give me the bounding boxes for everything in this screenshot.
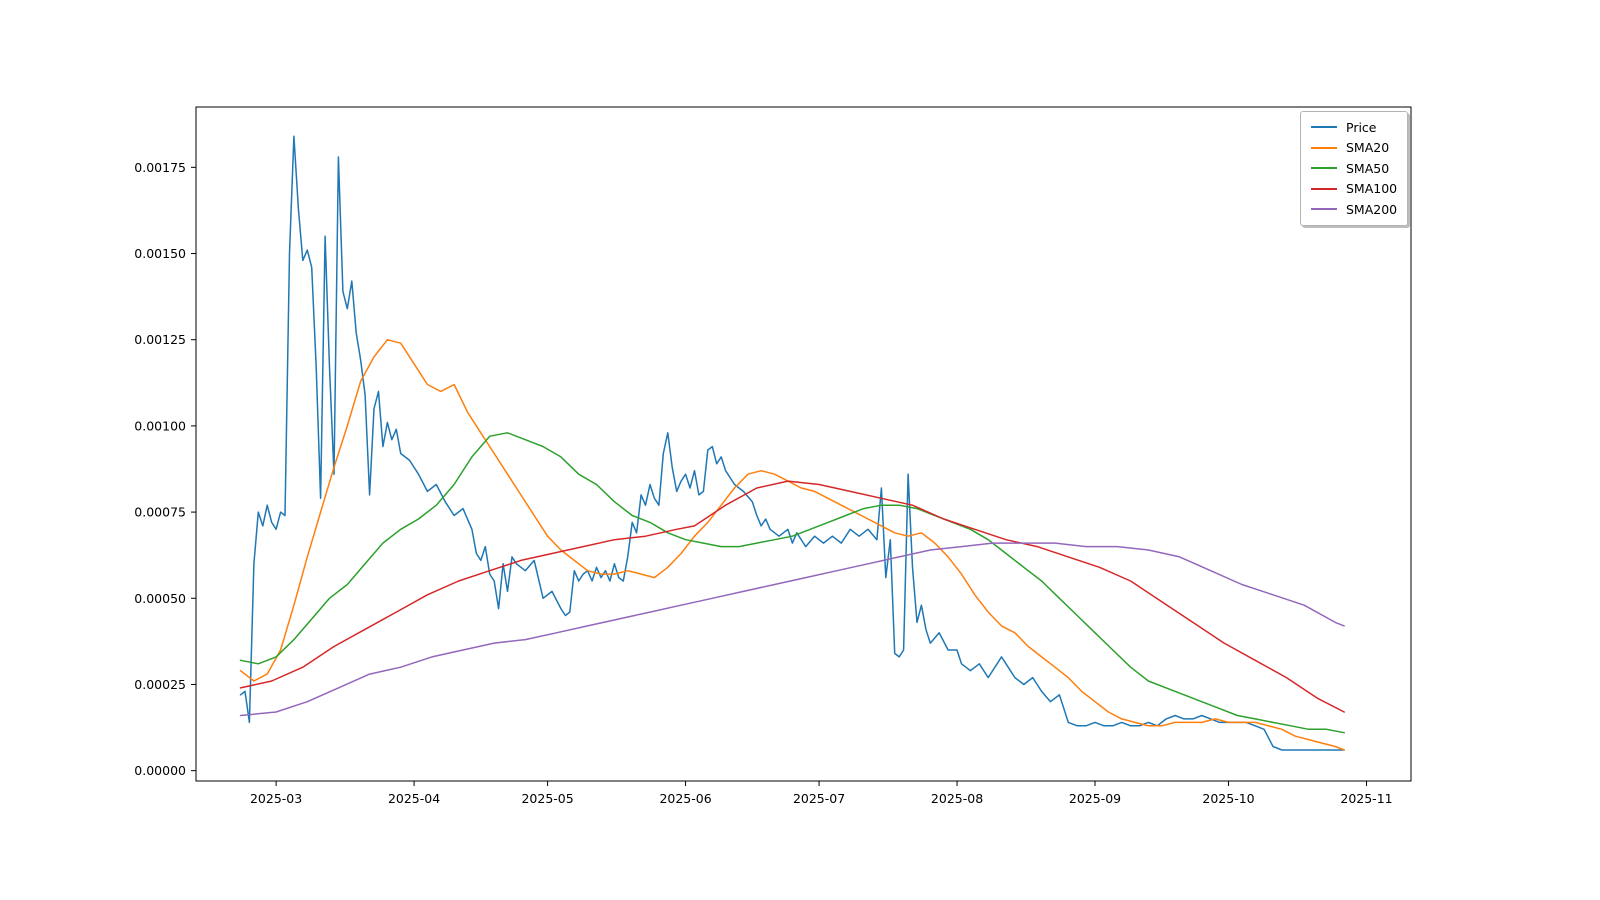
x-tick-label: 2025-06 [659,791,711,806]
series-line-price [239,135,1345,751]
series-line-sma200 [239,542,1345,717]
legend: Price SMA20 SMA50 SMA100 SMA200 [1300,111,1409,226]
y-tick-label: 0.00175 [134,160,186,175]
y-tick-label: 0.00100 [134,418,186,433]
x-tick-label: 2025-11 [1340,791,1392,806]
y-tick-label: 0.00025 [134,677,186,692]
legend-line-sample-icon [1311,208,1337,211]
x-tick-label: 2025-04 [388,791,440,806]
legend-label: SMA50 [1346,160,1390,176]
legend-item-sma200: SMA200 [1311,199,1397,220]
x-tick-label: 2025-05 [521,791,573,806]
legend-item-sma100: SMA100 [1311,179,1397,200]
legend-item-sma50: SMA50 [1311,158,1397,179]
legend-label: SMA200 [1346,201,1398,217]
legend-label: Price [1346,119,1377,135]
series-line-sma50 [239,432,1345,734]
legend-line-sample-icon [1311,146,1337,149]
y-tick-label: 0.00000 [134,763,186,778]
legend-line-sample-icon [1311,126,1337,129]
y-tick-label: 0.00075 [134,505,186,520]
x-tick-label: 2025-03 [250,791,302,806]
series-line-sma100 [239,480,1345,713]
legend-line-sample-icon [1311,167,1337,170]
legend-item-price: Price [1311,117,1397,138]
x-tick-label: 2025-09 [1069,791,1121,806]
x-tick-label: 2025-08 [931,791,983,806]
series-line-sma20 [239,338,1345,751]
legend-item-sma20: SMA20 [1311,138,1397,159]
legend-label: SMA20 [1346,140,1390,156]
plot-frame [195,106,1412,782]
legend-label: SMA100 [1346,181,1398,197]
x-tick-label: 2025-10 [1202,791,1254,806]
x-tick-label: 2025-07 [793,791,845,806]
y-tick-label: 0.00125 [134,332,186,347]
y-tick-label: 0.00050 [134,591,186,606]
legend-line-sample-icon [1311,187,1337,190]
y-tick-label: 0.00150 [134,246,186,261]
